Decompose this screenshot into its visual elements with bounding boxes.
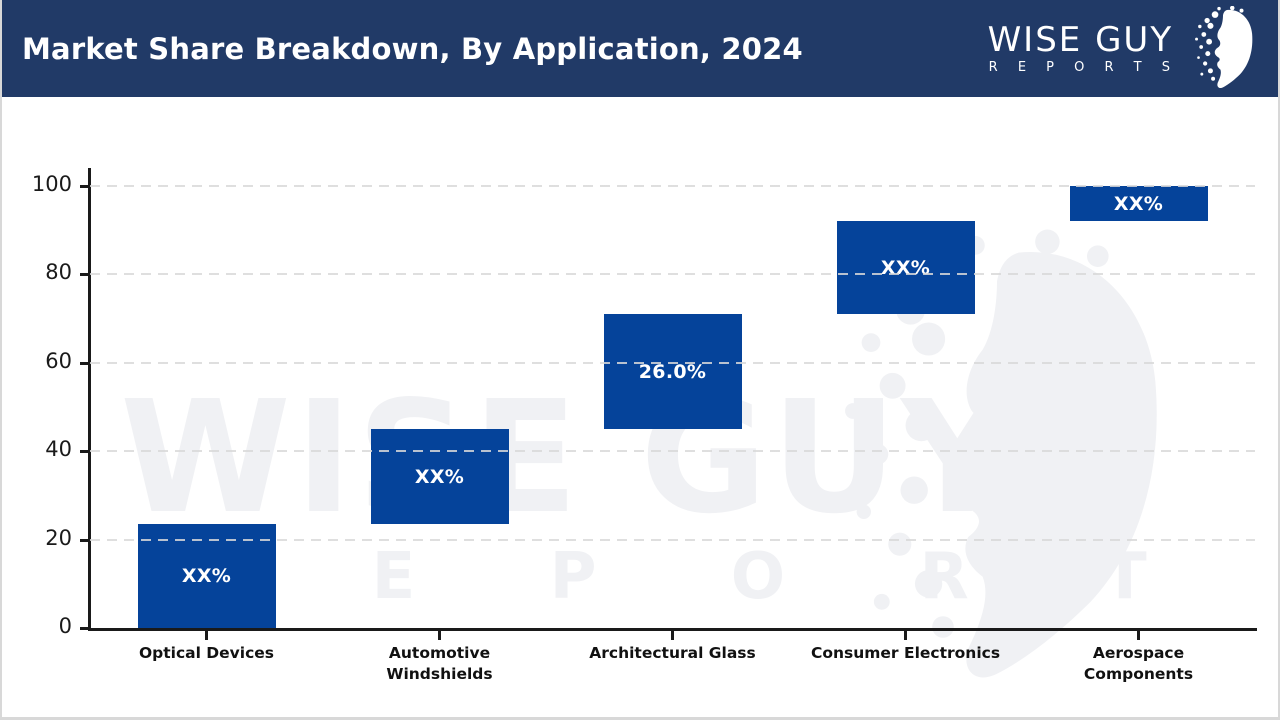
x-tick-mark [438,631,441,640]
bar: XX% [370,429,509,525]
gridline [90,185,1255,187]
gridline [90,361,1255,364]
y-tick-label: 20 [45,525,72,550]
bar: XX% [1069,186,1208,222]
x-axis [88,628,1257,631]
bar: XX% [836,221,975,315]
logo-face-icon [1195,6,1253,89]
x-tick-mark [1137,631,1140,640]
y-tick-label: 40 [45,437,72,462]
y-tick-mark [80,627,89,630]
gridline [90,273,1255,276]
plot: 0 20 40 60 80 100 XX% Optical Devices XX% Automot… [2,97,1278,717]
y-tick-mark [80,538,89,542]
bar-value-label: XX% [181,565,232,588]
y-tick-label: 0 [58,614,72,638]
bar-value-label: XX% [414,465,465,488]
header-bar: Market Share Breakdown, By Application, … [2,0,1278,97]
gridline [90,450,1255,453]
x-tick-mark [904,631,907,640]
y-tick-mark [80,450,89,454]
y-tick-label: 60 [45,348,72,373]
category-label: Architectural Glass [589,644,756,662]
y-tick-label: 80 [45,260,72,285]
category-label: Optical Devices [138,644,275,662]
gridline [90,538,1255,541]
y-tick-mark [80,361,89,365]
bar-value-label: XX% [1113,192,1164,215]
logo-wordmark: WISE GUY R E P O R T S [983,20,1178,75]
x-tick-mark [671,631,674,640]
logo-wordmark-line2: R E P O R T S [988,59,1178,75]
bar-value-label: XX% [880,256,931,279]
category-label: Aerospace Components [1083,644,1194,684]
y-tick-mark [80,185,89,188]
y-axis [88,168,91,631]
bar: 26.0% [603,314,742,430]
y-tick-mark [80,273,89,277]
category-label: Automotive Windshields [386,644,493,684]
category-label: Consumer Electronics [810,644,1001,662]
chart-title: Market Share Breakdown, By Application, … [22,31,803,66]
chart-area: WISE GUY R E P O R T S 0 20 40 60 80 100 XX% Op… [2,97,1278,717]
bar: XX% [137,524,276,628]
logo-wordmark-line1: WISE GUY [987,20,1174,61]
bar-value-label: 26.0% [638,360,707,383]
x-tick-mark [205,631,208,640]
brand-logo: WISE GUY R E P O R T S [983,6,1266,92]
y-tick-label: 100 [31,172,72,196]
